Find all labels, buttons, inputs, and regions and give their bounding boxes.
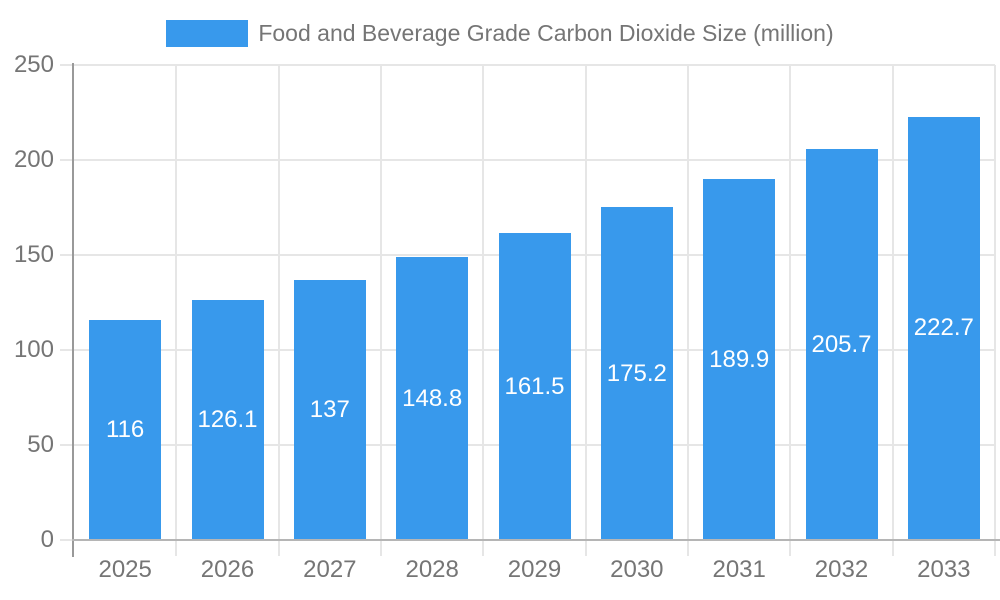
bar-value-label: 137	[309, 395, 350, 423]
bar	[600, 207, 673, 540]
gridline-vertical	[380, 65, 382, 556]
bar-value-label: 189.9	[709, 345, 770, 373]
x-tick-label: 2028	[405, 556, 459, 583]
x-tick-label: 2027	[303, 556, 357, 583]
bar-value-label: 222.7	[913, 314, 974, 342]
gridline-vertical	[994, 65, 996, 556]
x-tick-label: 2032	[814, 556, 869, 583]
y-tick-label: 100	[13, 336, 54, 363]
gridline-vertical	[482, 65, 485, 556]
x-tick-label: 2025	[98, 556, 152, 583]
chart-legend: Food and Beverage Grade Carbon Dioxide S…	[0, 20, 1000, 47]
gridline-horizontal	[60, 64, 995, 66]
bar	[703, 179, 776, 540]
bar-value-label: 148.8	[402, 384, 463, 412]
bar	[907, 116, 980, 540]
bar-value-label: 126.1	[197, 406, 258, 434]
bar	[191, 300, 264, 540]
x-tick-label: 2030	[610, 556, 664, 583]
legend-swatch	[166, 20, 249, 47]
gridline-vertical	[687, 65, 689, 556]
y-tick-label: 150	[13, 241, 54, 268]
bar-value-label: 116	[106, 415, 145, 443]
x-tick-label: 2026	[200, 556, 255, 583]
x-tick-label: 2033	[917, 556, 971, 583]
y-tick-label: 50	[27, 431, 54, 458]
bar	[805, 149, 878, 540]
y-tick-label: 250	[13, 51, 54, 78]
x-axis-line	[72, 539, 1000, 541]
y-tick-label: 200	[13, 146, 54, 173]
bar-value-label: 205.7	[811, 330, 872, 358]
y-axis-line	[72, 63, 74, 557]
bar-value-label: 161.5	[504, 372, 565, 400]
bar-value-label: 175.2	[606, 359, 667, 387]
bar	[89, 319, 162, 540]
bar	[293, 279, 366, 540]
y-tick-label: 0	[40, 526, 54, 553]
bar	[396, 257, 469, 540]
x-tick-label: 2029	[507, 556, 562, 583]
gridline-vertical	[891, 65, 894, 556]
gridline-vertical	[584, 65, 587, 556]
gridline-horizontal	[60, 159, 995, 161]
legend-series-label: Food and Beverage Grade Carbon Dioxide S…	[258, 20, 834, 46]
gridline-vertical	[789, 65, 792, 556]
gridline-vertical	[277, 65, 280, 556]
bar	[498, 233, 571, 540]
x-tick-label: 2031	[712, 556, 766, 583]
gridline-vertical	[175, 65, 178, 556]
